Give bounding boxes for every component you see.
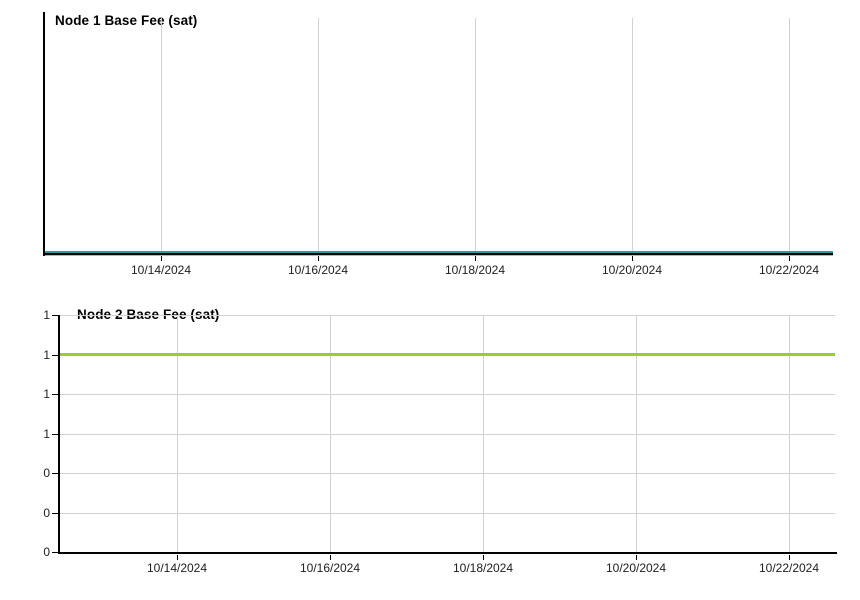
series-line [43,251,833,253]
v-gridline [789,18,790,255]
y-axis-tick [52,314,58,316]
y-axis-line [58,315,60,554]
x-axis-tick [482,555,484,560]
y-tick-label: 1 [43,348,50,362]
x-axis-tick [631,256,633,261]
x-axis-tick [329,555,331,560]
y-tick-label: 1 [43,427,50,441]
x-tick-label: 10/22/2024 [758,263,820,277]
v-gridline [330,315,331,552]
x-axis-tick [160,256,162,261]
h-gridline [60,394,835,395]
v-gridline [789,315,790,552]
v-gridline [475,18,476,255]
x-tick-label: 10/16/2024 [287,263,349,277]
x-tick-label: 10/14/2024 [146,561,208,575]
y-tick-label: 0 [43,545,50,559]
x-axis-tick [176,555,178,560]
x-axis-line [43,253,833,255]
y-axis-tick [52,354,58,356]
x-tick-label: 10/16/2024 [299,561,361,575]
v-gridline [318,18,319,255]
x-tick-label: 10/18/2024 [444,263,506,277]
chart-title-node2: Node 2 Base Fee (sat) [77,307,220,323]
plot-area-node2[interactable]: 10/14/2024 10/16/2024 10/18/2024 10/20/2024… [43,308,837,575]
x-axis-line [58,552,837,554]
x-axis-tick [635,555,637,560]
series-line [60,353,835,356]
h-gridline [60,473,835,474]
y-tick-label: 0 [43,466,50,480]
v-gridline [636,315,637,552]
y-tick-label: 1 [43,308,50,322]
v-gridline [177,315,178,552]
h-gridline [60,513,835,514]
x-tick-label: 10/18/2024 [452,561,514,575]
y-tick-label: 1 [43,387,50,401]
series-line [43,255,833,256]
plot-area-node1[interactable]: 10/14/2024 10/16/2024 10/18/2024 10/20/2024… [43,12,833,277]
y-axis-tick [52,551,58,553]
x-axis-tick [788,256,790,261]
x-tick-label: 10/14/2024 [130,263,192,277]
y-axis-tick [52,393,58,395]
y-axis-tick [52,512,58,514]
v-gridline [632,18,633,255]
x-axis-tick [317,256,319,261]
v-gridline [161,18,162,255]
y-axis-line [43,12,45,256]
x-tick-label: 10/22/2024 [758,561,820,575]
y-axis-tick [52,472,58,474]
x-axis-tick [788,555,790,560]
h-gridline [60,434,835,435]
v-gridline [483,315,484,552]
x-tick-label: 10/20/2024 [605,561,667,575]
x-axis-tick [474,256,476,261]
x-tick-label: 10/20/2024 [601,263,663,277]
y-axis-tick [52,433,58,435]
y-tick-label: 0 [43,506,50,520]
h-gridline [60,315,835,316]
